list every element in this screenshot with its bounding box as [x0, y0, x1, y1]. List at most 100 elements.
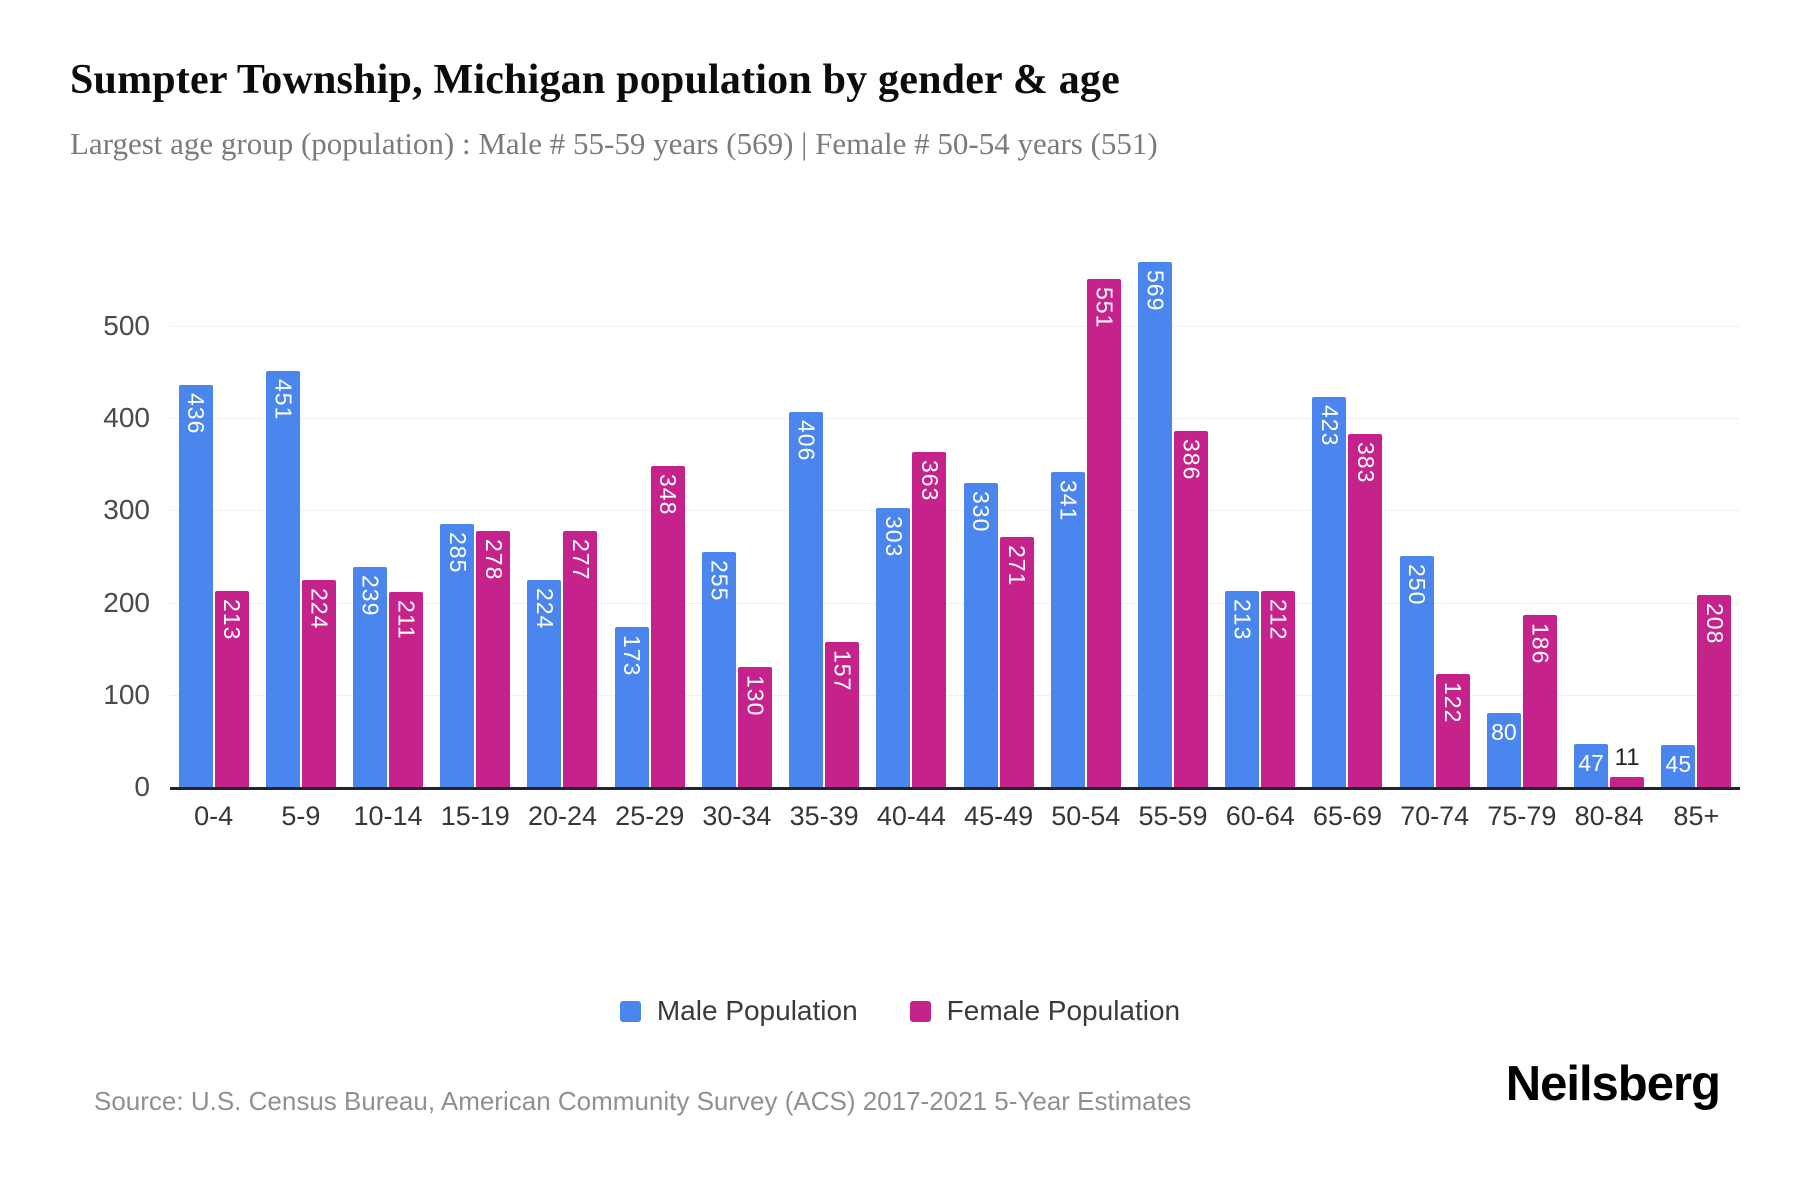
- bar-groups: 436 213 0-4 451 224 5-9 239 211 10-14 285 278 15-19…: [170, 252, 1740, 831]
- bar-group-65-69: 423 383 65-69: [1304, 252, 1391, 831]
- bar-value-label: 278: [480, 539, 507, 581]
- bar-female-50-54: 551: [1086, 279, 1121, 787]
- bar-group-55-59: 569 386 55-59: [1129, 252, 1216, 831]
- legend-swatch-icon: [619, 1000, 641, 1022]
- page-title: Sumpter Township, Michigan population by…: [70, 57, 1120, 103]
- neilsberg-logo: Neilsberg: [1505, 1057, 1721, 1111]
- bar-female-5-9: 224: [301, 580, 336, 787]
- y-axis-tick-500: 500: [103, 310, 150, 341]
- bar-value-label: 386: [1178, 439, 1205, 481]
- bar-group-50-54: 341 551 50-54: [1042, 252, 1129, 831]
- bar-value-label: 451: [270, 379, 297, 421]
- bar-female-20-24: 277: [563, 531, 598, 787]
- bar-male-60-64: 213: [1225, 591, 1260, 787]
- bar-value-label: 212: [1265, 599, 1292, 641]
- bar-female-25-29: 348: [650, 466, 685, 787]
- bar-value-label: 211: [393, 600, 420, 640]
- bar-value-label: 303: [880, 516, 907, 558]
- bar-group-80-84: 47 11 80-84: [1566, 252, 1653, 831]
- x-axis-label-40-44: 40-44: [876, 801, 946, 831]
- chart-legend: Male Population Female Population: [0, 995, 1800, 1027]
- x-axis-label-75-79: 75-79: [1487, 801, 1557, 831]
- x-axis-label-35-39: 35-39: [789, 801, 859, 831]
- bar-female-0-4: 213: [214, 591, 249, 787]
- x-axis-label-50-54: 50-54: [1051, 801, 1121, 831]
- bar-value-label: 383: [1352, 442, 1379, 484]
- y-axis-tick-0: 0: [134, 771, 150, 802]
- x-axis-label-65-69: 65-69: [1312, 801, 1382, 831]
- bar-group-70-74: 250 122 70-74: [1391, 252, 1478, 831]
- bar-value-label: 11: [1614, 744, 1640, 771]
- bar-value-label: 277: [567, 539, 594, 581]
- y-axis-tick-300: 300: [103, 494, 150, 525]
- x-axis-label-0-4: 0-4: [194, 801, 234, 831]
- bar-value-label: 406: [793, 420, 820, 462]
- bar-value-label: 551: [1091, 287, 1118, 329]
- gridline-y-300: [170, 510, 1740, 511]
- bar-group-20-24: 224 277 20-24: [519, 252, 606, 831]
- bar-group-0-4: 436 213 0-4: [170, 252, 257, 831]
- bar-male-85+: 45: [1661, 745, 1696, 787]
- bar-value-label: 213: [219, 599, 246, 641]
- legend-swatch-icon: [909, 1000, 931, 1022]
- bar-male-65-69: 423: [1312, 397, 1347, 787]
- legend-label: Male Population: [656, 995, 858, 1026]
- bar-male-70-74: 250: [1399, 556, 1434, 787]
- bar-value-label: 271: [1004, 545, 1031, 587]
- bar-value-label: 255: [706, 560, 733, 602]
- bar-female-70-74: 122: [1435, 674, 1470, 787]
- bar-value-label: 208: [1701, 603, 1728, 645]
- gridline-y-100: [170, 695, 1740, 696]
- bar-group-75-79: 80 186 75-79: [1478, 252, 1565, 831]
- x-axis-label-80-84: 80-84: [1574, 801, 1644, 831]
- bar-group-85+: 45 208 85+: [1653, 252, 1740, 831]
- bar-female-75-79: 186: [1522, 615, 1557, 787]
- bar-female-65-69: 383: [1348, 434, 1383, 787]
- bar-female-15-19: 278: [476, 531, 511, 787]
- bar-value-label: 47: [1578, 750, 1604, 776]
- bar-value-label: 285: [444, 532, 471, 574]
- bar-female-45-49: 271: [999, 537, 1034, 787]
- x-axis-label-10-14: 10-14: [353, 801, 423, 831]
- gridline-y-500: [170, 326, 1740, 327]
- bar-male-25-29: 173: [614, 627, 649, 787]
- x-axis-label-30-34: 30-34: [702, 801, 772, 831]
- plot-area: 0 100 200 300 400 500 436 213 0-4 451 224 5-9 239 211…: [103, 252, 1740, 831]
- legend-item-female[interactable]: Female Population: [909, 995, 1181, 1027]
- bar-value-label: 348: [655, 474, 682, 516]
- bar-value-label: 45: [1665, 751, 1692, 777]
- bar-value-label: 330: [968, 491, 995, 533]
- x-axis-label-20-24: 20-24: [527, 801, 598, 831]
- gridline-y-200: [170, 603, 1740, 604]
- bar-value-label: 130: [742, 675, 769, 717]
- x-axis-label-85+: 85+: [1673, 801, 1720, 831]
- bar-male-10-14: 239: [353, 567, 388, 787]
- source-attribution: Source: U.S. Census Bureau, American Com…: [94, 1086, 1192, 1116]
- x-axis-label-15-19: 15-19: [440, 801, 510, 831]
- bar-value-label: 250: [1404, 564, 1431, 606]
- bar-male-5-9: 451: [265, 371, 300, 787]
- x-axis-label-60-64: 60-64: [1225, 801, 1295, 831]
- bar-value-label: 239: [357, 575, 384, 617]
- bar-female-40-44: 363: [912, 452, 947, 787]
- page-subtitle: Largest age group (population) : Male # …: [70, 126, 1158, 161]
- legend-item-male[interactable]: Male Population: [619, 995, 858, 1027]
- bar-male-40-44: 303: [876, 508, 911, 787]
- x-axis-label-25-29: 25-29: [615, 801, 685, 831]
- bar-value-label: 341: [1055, 480, 1082, 522]
- bar-male-30-34: 255: [701, 552, 736, 787]
- bar-male-55-59: 569: [1138, 262, 1173, 787]
- bar-value-label: 436: [183, 393, 210, 435]
- bar-value-label: 80: [1491, 719, 1517, 745]
- bar-group-35-39: 406 157 35-39: [781, 252, 868, 831]
- bar-group-40-44: 303 363 40-44: [868, 252, 955, 831]
- y-axis-tick-200: 200: [103, 587, 150, 618]
- bar-female-30-34: 130: [737, 667, 772, 787]
- bar-group-60-64: 213 212 60-64: [1217, 252, 1304, 831]
- bar-value-label: 224: [306, 588, 333, 630]
- bar-male-45-49: 330: [963, 483, 998, 787]
- x-axis-label-55-59: 55-59: [1138, 801, 1208, 831]
- legend-label: Female Population: [946, 995, 1181, 1026]
- bar-group-45-49: 330 271 45-49: [955, 252, 1042, 831]
- bar-male-75-79: 80: [1486, 713, 1521, 787]
